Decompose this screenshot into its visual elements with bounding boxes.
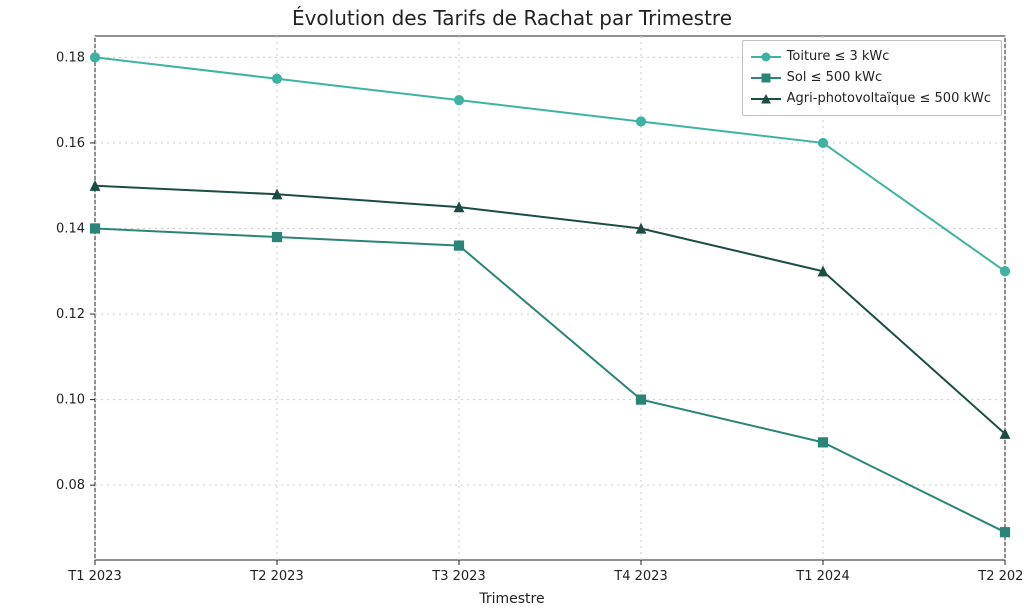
xtick-label: T4 2023 <box>613 569 667 584</box>
ytick-label: 0.10 <box>56 393 85 408</box>
xtick-label: T1 2023 <box>67 569 121 584</box>
ytick-label: 0.16 <box>56 136 85 151</box>
legend-swatch <box>751 71 781 85</box>
ytick-label: 0.14 <box>56 221 85 236</box>
xtick-label: T2 2024 <box>977 569 1024 584</box>
legend-label: Toiture ≤ 3 kWc <box>787 47 890 68</box>
legend-item: Agri-photovoltaïque ≤ 500 kWc <box>751 89 991 110</box>
series-line <box>95 228 1005 532</box>
legend-swatch <box>751 92 781 106</box>
series-line <box>95 186 1005 434</box>
ytick-label: 0.12 <box>56 307 85 322</box>
xtick-label: T2 2023 <box>249 569 303 584</box>
legend-swatch <box>751 50 781 64</box>
legend-label: Agri-photovoltaïque ≤ 500 kWc <box>787 89 991 110</box>
legend-label: Sol ≤ 500 kWc <box>787 68 882 89</box>
xtick-label: T1 2024 <box>795 569 849 584</box>
legend: Toiture ≤ 3 kWcSol ≤ 500 kWcAgri-photovo… <box>742 40 1002 116</box>
tariff-chart: Évolution des Tarifs de Rachat par Trime… <box>0 0 1024 611</box>
ytick-label: 0.18 <box>56 50 85 65</box>
legend-item: Toiture ≤ 3 kWc <box>751 47 991 68</box>
ytick-label: 0.08 <box>56 478 85 493</box>
legend-item: Sol ≤ 500 kWc <box>751 68 991 89</box>
xtick-label: T3 2023 <box>431 569 485 584</box>
